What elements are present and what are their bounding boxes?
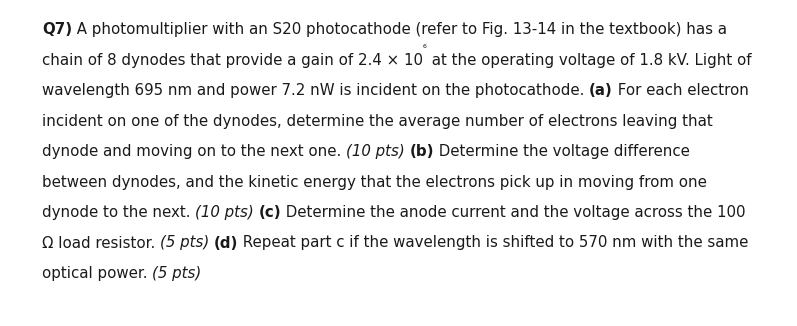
Text: (10 pts): (10 pts) <box>195 205 254 220</box>
Text: A photomultiplier with an S20 photocathode (refer to Fig. 13-14 in the textbook): A photomultiplier with an S20 photocatho… <box>72 22 727 37</box>
Text: (d): (d) <box>214 235 238 250</box>
Text: incident on one of the dynodes, determine the average number of electrons leavin: incident on one of the dynodes, determin… <box>42 113 713 128</box>
Text: (b): (b) <box>410 144 434 159</box>
Text: ⁶: ⁶ <box>423 44 427 54</box>
Text: (c): (c) <box>259 205 281 220</box>
Text: chain of 8 dynodes that provide a gain of 2.4 × 10: chain of 8 dynodes that provide a gain o… <box>42 52 423 67</box>
Text: (5 pts): (5 pts) <box>160 235 210 250</box>
Text: For each electron: For each electron <box>613 83 748 98</box>
Text: Determine the voltage difference: Determine the voltage difference <box>434 144 690 159</box>
Text: Ω load resistor.: Ω load resistor. <box>42 235 160 250</box>
Text: Repeat part c if the wavelength is shifted to 570 nm with the same: Repeat part c if the wavelength is shift… <box>238 235 748 250</box>
Text: optical power.: optical power. <box>42 266 152 281</box>
Text: (a): (a) <box>589 83 613 98</box>
Text: Determine the anode current and the voltage across the 100: Determine the anode current and the volt… <box>281 205 746 220</box>
Text: Q7): Q7) <box>42 22 72 37</box>
Text: wavelength 695 nm and power 7.2 nW is incident on the photocathode.: wavelength 695 nm and power 7.2 nW is in… <box>42 83 589 98</box>
Text: at the operating voltage of 1.8 kV. Light of: at the operating voltage of 1.8 kV. Ligh… <box>427 52 752 67</box>
Text: between dynodes, and the kinetic energy that the electrons pick up in moving fro: between dynodes, and the kinetic energy … <box>42 174 707 189</box>
Text: (10 pts): (10 pts) <box>346 144 405 159</box>
Text: dynode to the next.: dynode to the next. <box>42 205 195 220</box>
Text: dynode and moving on to the next one.: dynode and moving on to the next one. <box>42 144 346 159</box>
Text: (5 pts): (5 pts) <box>152 266 202 281</box>
